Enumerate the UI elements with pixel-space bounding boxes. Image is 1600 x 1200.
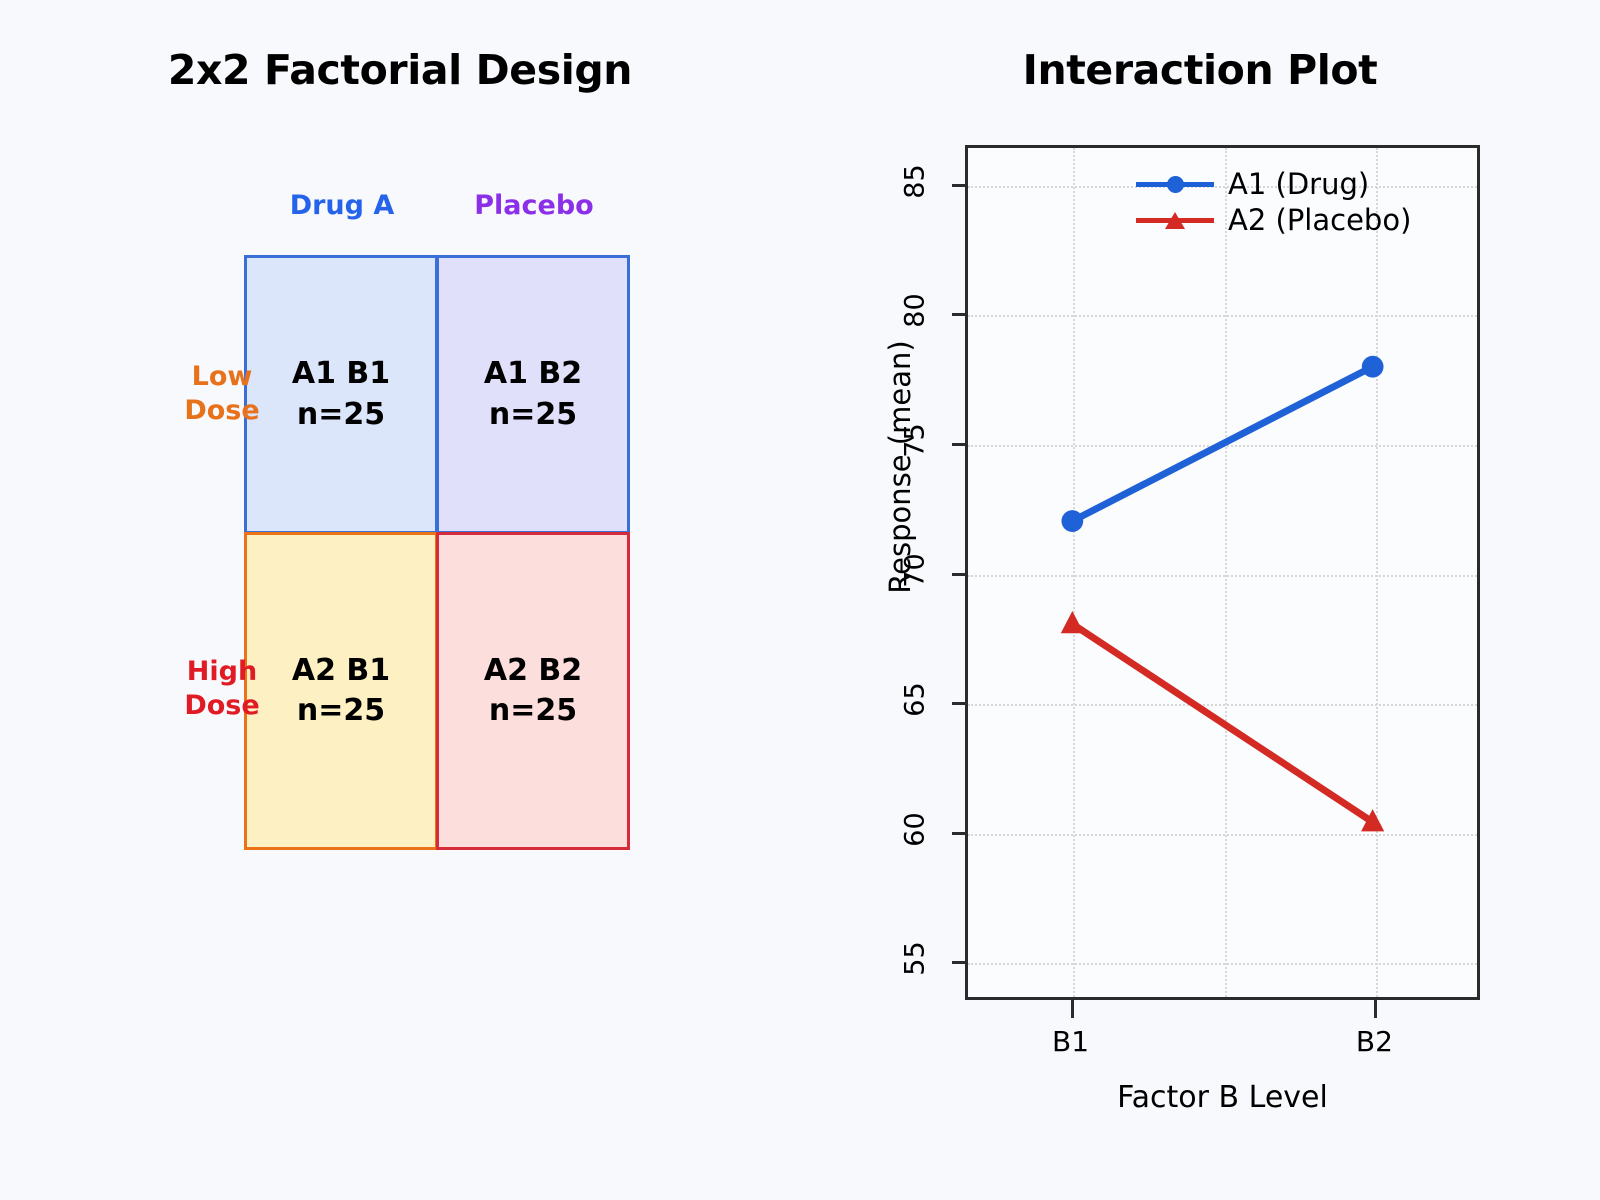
y-axis-tick <box>952 313 966 317</box>
legend-marker-triangle-icon <box>1130 205 1220 235</box>
cell-n-a2b1: n=25 <box>296 693 386 728</box>
design-title: 2x2 Factorial Design <box>167 46 633 94</box>
legend-item-a2[interactable]: A2 (Placebo) <box>1130 202 1470 238</box>
factorial-design-panel: 2x2 Factorial Design Drug A Placebo A1 B… <box>167 46 633 850</box>
cell-n-a2b2: n=25 <box>488 693 578 728</box>
column-header-placebo: Placebo <box>474 190 594 221</box>
column-header-drug-a: Drug A <box>289 190 395 221</box>
y-axis-tick <box>952 961 966 965</box>
cell-label-a2b1: A2 B1 <box>291 652 391 688</box>
y-axis-title: Response (mean) <box>883 340 917 594</box>
legend-label-a1: A1 (Drug) <box>1228 167 1370 201</box>
gridline-horizontal <box>968 315 1477 318</box>
y-axis-tick-label: 55 <box>899 941 931 976</box>
cell-n-a1b2: n=25 <box>488 396 578 432</box>
data-point-2-B1[interactable] <box>1060 611 1084 634</box>
plot-frame <box>965 145 1480 1000</box>
cell-label-a1b2: A1 B2 <box>483 356 583 391</box>
y-axis-tick <box>952 572 966 576</box>
cell-label-a2b2: A2 B2 <box>483 652 583 688</box>
design-cell-a2b1[interactable]: A2 B1 n=25 <box>244 532 438 850</box>
gridline-vertical <box>1376 148 1379 997</box>
x-axis-title: Factor B Level <box>1117 1080 1328 1115</box>
data-point-1-B2[interactable] <box>1361 355 1384 378</box>
gridline-vertical <box>1224 148 1227 997</box>
cell-label-a1b1: A1 B1 <box>291 356 391 391</box>
interaction-plot-panel: Interaction Plot 55 60 65 70 75 80 85 B1 B2 Res… <box>800 0 1600 1200</box>
gridline-horizontal <box>968 963 1477 966</box>
data-point-2-B2[interactable] <box>1361 809 1385 832</box>
legend-item-a1[interactable]: A1 (Drug) <box>1130 166 1470 202</box>
gridline-horizontal <box>968 704 1477 707</box>
y-axis-tick <box>952 831 966 835</box>
plot-series-svg <box>1060 355 1385 832</box>
gridline-horizontal <box>968 185 1477 188</box>
row-header-low-dose-line2: Dose <box>184 394 260 426</box>
gridline-horizontal <box>968 833 1477 836</box>
x-axis-tick <box>1374 1000 1378 1018</box>
x-axis-tick-label: B2 <box>1355 1025 1393 1058</box>
row-header-high-dose: High Dose <box>172 655 272 723</box>
cell-n-a1b1: n=25 <box>296 396 386 432</box>
row-header-low-dose-line1: Low <box>191 361 253 392</box>
gridline-horizontal <box>968 574 1477 577</box>
row-header-high-dose-line2: Dose <box>184 689 260 721</box>
x-axis-tick <box>1070 1000 1074 1018</box>
legend-label-a2: A2 (Placebo) <box>1228 203 1412 237</box>
row-header-high-dose-line1: High <box>186 656 258 687</box>
legend-marker-circle-icon <box>1130 169 1220 199</box>
row-header-low-dose: Low Dose <box>172 360 272 428</box>
plot-title: Interaction Plot <box>1022 46 1378 94</box>
design-grid: A1 B1 n=25 A1 B2 n=25 A2 B1 n=25 A2 B2 n… <box>244 255 630 850</box>
y-axis-tick <box>952 702 966 706</box>
data-point-1-B1[interactable] <box>1061 510 1084 532</box>
design-cell-a1b2[interactable]: A1 B2 n=25 <box>436 255 630 534</box>
x-axis-tick-label: B1 <box>1052 1025 1090 1058</box>
series-line-1 <box>1070 363 1375 525</box>
y-axis-tick-label: 85 <box>899 164 931 199</box>
y-axis-tick <box>952 442 966 446</box>
design-cell-a2b2[interactable]: A2 B2 n=25 <box>436 532 630 850</box>
gridline-vertical <box>1072 148 1075 997</box>
design-cell-a1b1[interactable]: A1 B1 n=25 <box>244 255 438 534</box>
plot-legend: A1 (Drug) A2 (Placebo) <box>1130 166 1470 238</box>
series-line-2 <box>1070 621 1375 825</box>
y-axis-tick-label: 60 <box>899 811 931 847</box>
y-axis-tick <box>952 183 966 187</box>
